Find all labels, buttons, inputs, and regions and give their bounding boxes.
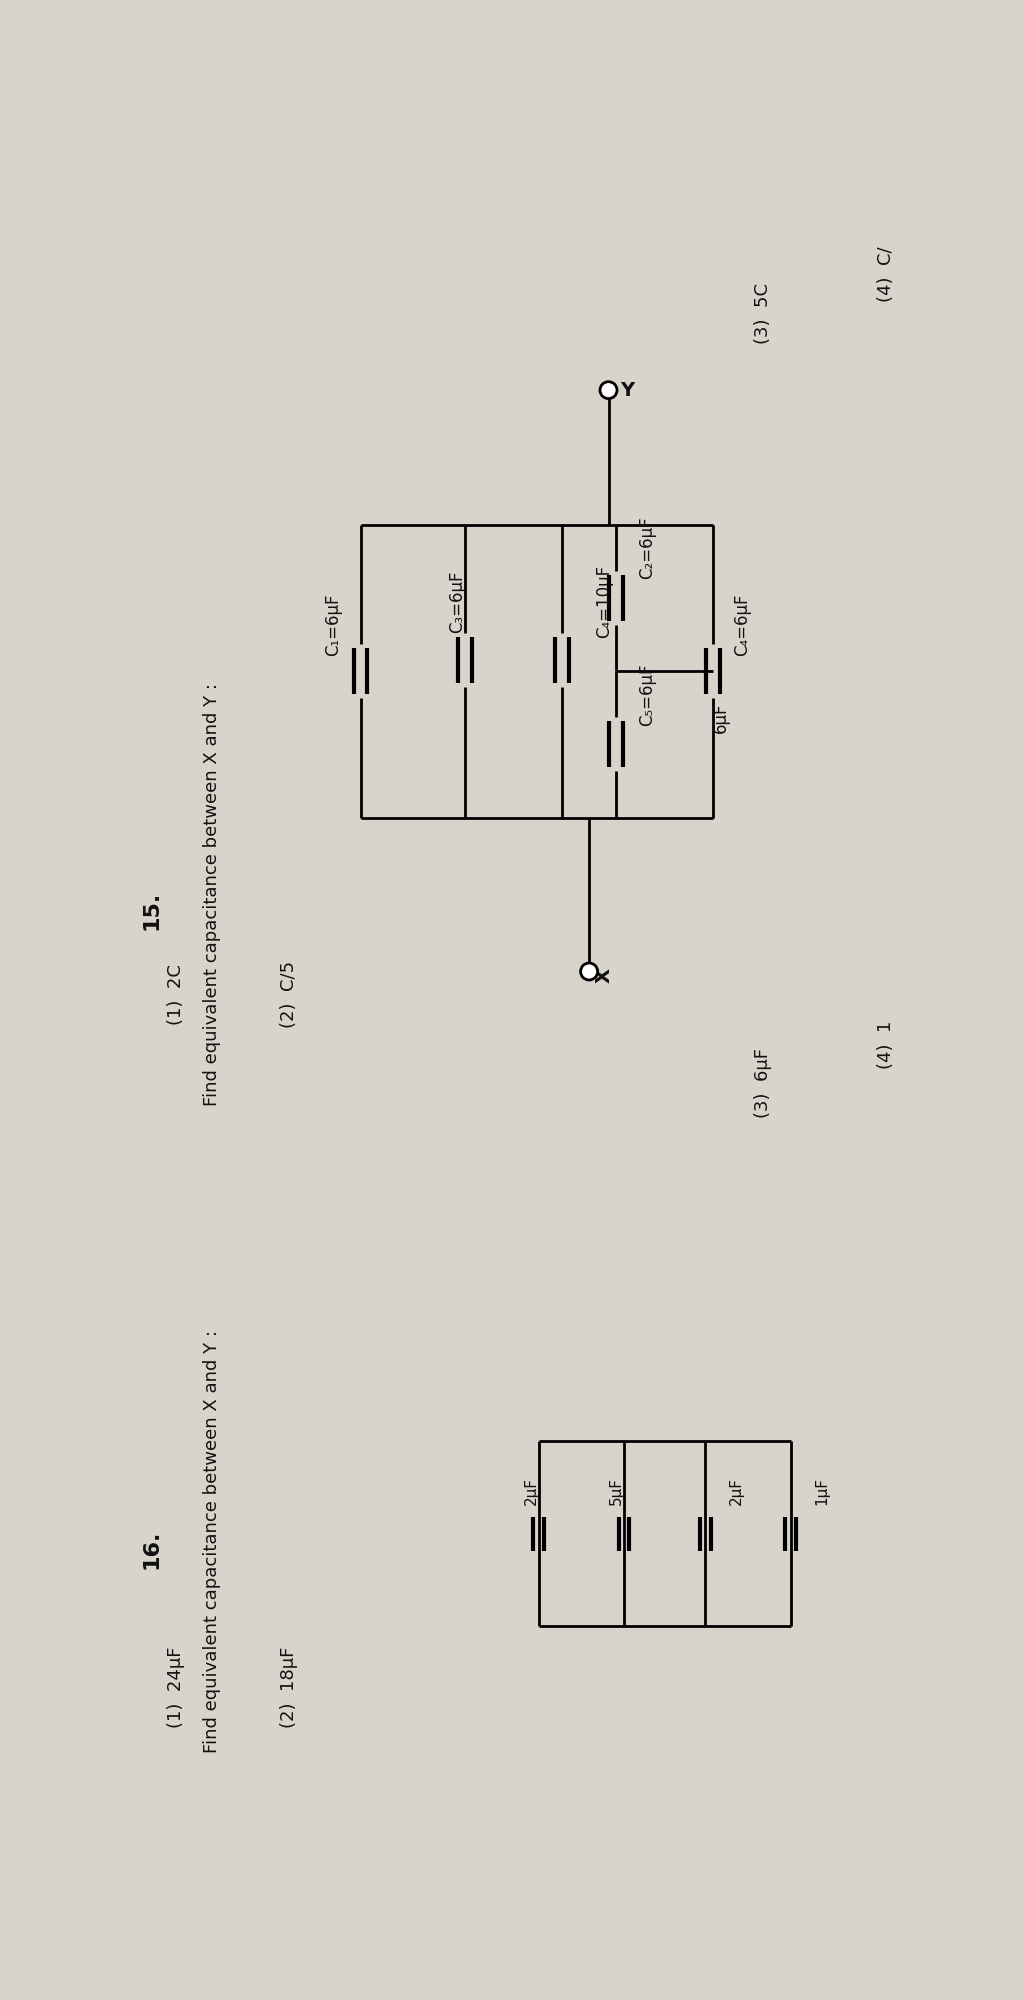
Text: (1)  2C: (1) 2C (167, 964, 185, 1026)
Text: 6μF: 6μF (712, 702, 730, 732)
Text: C₂=6μF: C₂=6μF (638, 516, 656, 580)
Text: (3)  5C: (3) 5C (755, 282, 772, 344)
Text: 2μF: 2μF (729, 1478, 743, 1506)
Text: Find equivalent capacitance between X and Y :: Find equivalent capacitance between X an… (203, 1330, 221, 1752)
Circle shape (600, 382, 617, 398)
Text: Find equivalent capacitance between X and Y :: Find equivalent capacitance between X an… (203, 684, 221, 1106)
Text: (4)  C/: (4) C/ (877, 246, 895, 302)
Text: C₅=6μF: C₅=6μF (638, 664, 656, 726)
Text: (1)  24μF: (1) 24μF (167, 1646, 185, 1728)
Text: Y: Y (621, 380, 634, 400)
Circle shape (581, 964, 598, 980)
Text: C₁=6μF: C₁=6μF (325, 594, 342, 656)
Text: (2)  C/5: (2) C/5 (281, 962, 298, 1028)
Text: (2)  18μF: (2) 18μF (281, 1646, 298, 1728)
Text: 15.: 15. (141, 890, 161, 930)
Text: X: X (595, 968, 614, 982)
Text: C₄=10μF: C₄=10μF (596, 566, 613, 638)
Text: (4)  1: (4) 1 (877, 1020, 895, 1068)
Text: C₃=6μF: C₃=6μF (449, 570, 466, 634)
Text: 2μF: 2μF (523, 1478, 539, 1506)
Text: 16.: 16. (141, 1530, 161, 1568)
Text: C₄=6μF: C₄=6μF (733, 594, 752, 656)
Text: (3)  6μF: (3) 6μF (755, 1048, 772, 1118)
Text: 1μF: 1μF (814, 1478, 829, 1506)
Text: 5μF: 5μF (608, 1478, 624, 1506)
